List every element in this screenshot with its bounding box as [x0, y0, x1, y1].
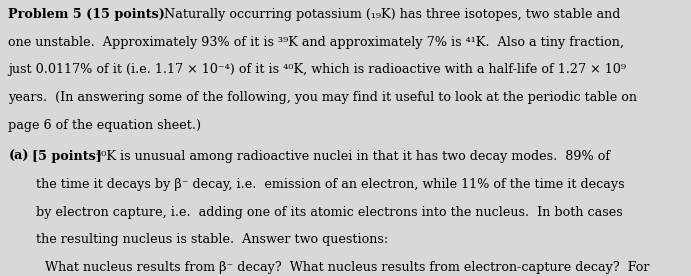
Text: years.  (In answering some of the following, you may find it useful to look at t: years. (In answering some of the followi… — [8, 91, 637, 104]
Text: Naturally occurring potassium (₁₉K) has three isotopes, two stable and: Naturally occurring potassium (₁₉K) has … — [160, 8, 621, 21]
Text: one unstable.  Approximately 93% of it is ³⁹K and approximately 7% is ⁴¹K.  Also: one unstable. Approximately 93% of it is… — [8, 36, 624, 49]
Text: by electron capture, i.e.  adding one of its atomic electrons into the nucleus. : by electron capture, i.e. adding one of … — [36, 206, 623, 219]
Text: page 6 of the equation sheet.): page 6 of the equation sheet.) — [8, 119, 201, 132]
Text: the time it decays by β⁻ decay, i.e.  emission of an electron, while 11% of the : the time it decays by β⁻ decay, i.e. emi… — [36, 178, 625, 191]
Text: the resulting nucleus is stable.  Answer two questions:: the resulting nucleus is stable. Answer … — [36, 233, 388, 246]
Text: [5 points]: [5 points] — [32, 150, 102, 163]
Text: What nucleus results from β⁻ decay?  What nucleus results from electron-capture : What nucleus results from β⁻ decay? What… — [45, 261, 650, 274]
Text: ⁴⁰K is unusual among radioactive nuclei in that it has two decay modes.  89% of: ⁴⁰K is unusual among radioactive nuclei … — [92, 150, 610, 163]
Text: just 0.0117% of it (i.e. 1.17 × 10⁻⁴) of it is ⁴⁰K, which is radioactive with a : just 0.0117% of it (i.e. 1.17 × 10⁻⁴) of… — [8, 63, 626, 76]
Text: (a): (a) — [8, 150, 29, 163]
Text: Problem 5 (15 points): Problem 5 (15 points) — [8, 8, 165, 21]
